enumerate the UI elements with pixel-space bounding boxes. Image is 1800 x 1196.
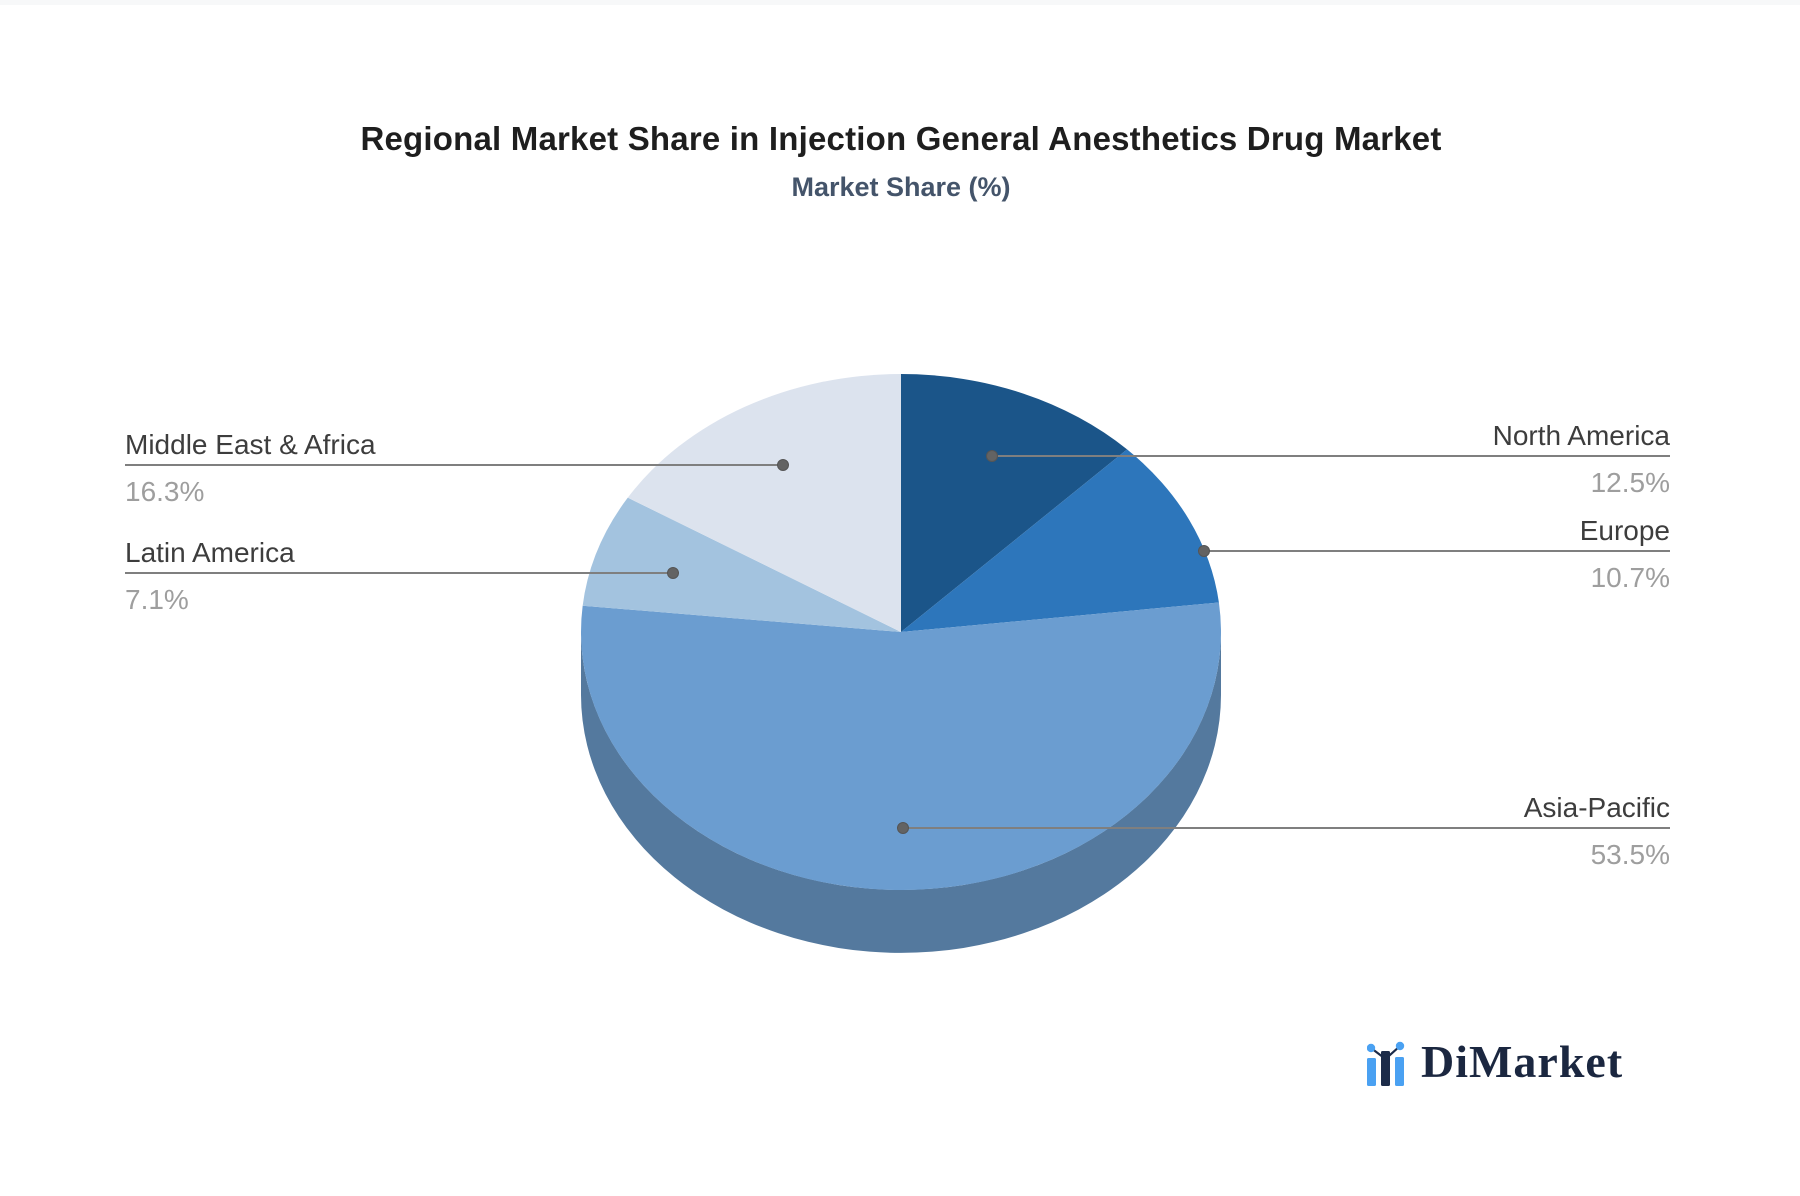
slice-label-middle-east-africa: Middle East & Africa <box>125 429 376 460</box>
pie-side-3d <box>581 632 1221 953</box>
dimarket-logo-text: DiMarket <box>1421 1036 1624 1087</box>
leader-dot-europe <box>1198 545 1210 557</box>
dimarket-logo: DiMarket <box>1367 1036 1623 1088</box>
slice-label-europe: Europe <box>1579 515 1670 546</box>
slice-label-latin-america: Latin America <box>125 537 295 568</box>
pie-slice-asia-pacific[interactable] <box>580 602 1221 891</box>
leader-dot-asia-pacific <box>897 822 909 834</box>
chart-title: Regional Market Share in Injection Gener… <box>360 120 1442 157</box>
chart-subtitle: Market Share (%) <box>791 172 1011 202</box>
page-top-strip <box>0 0 1800 5</box>
leader-dot-latin-america <box>667 567 679 579</box>
dimarket-logo-icon <box>1367 1041 1405 1086</box>
pie-slice-latin-america[interactable] <box>582 497 901 632</box>
leader-dot-middle-east-africa <box>777 459 789 471</box>
pie-slice-europe[interactable] <box>901 449 1219 632</box>
slice-value-latin-america: 7.1% <box>125 584 189 615</box>
pie-slice-north-america[interactable] <box>901 374 1128 632</box>
slice-value-north-america: 12.5% <box>1590 467 1670 498</box>
slice-value-asia-pacific: 53.5% <box>1590 839 1670 870</box>
leader-dot-north-america <box>986 450 998 462</box>
slice-value-middle-east-africa: 16.3% <box>125 476 205 507</box>
pie-slice-middle-east-africa[interactable] <box>627 374 901 632</box>
slice-label-asia-pacific: Asia-Pacific <box>1523 792 1670 823</box>
slice-label-north-america: North America <box>1492 420 1670 451</box>
slice-value-europe: 10.7% <box>1590 562 1670 593</box>
